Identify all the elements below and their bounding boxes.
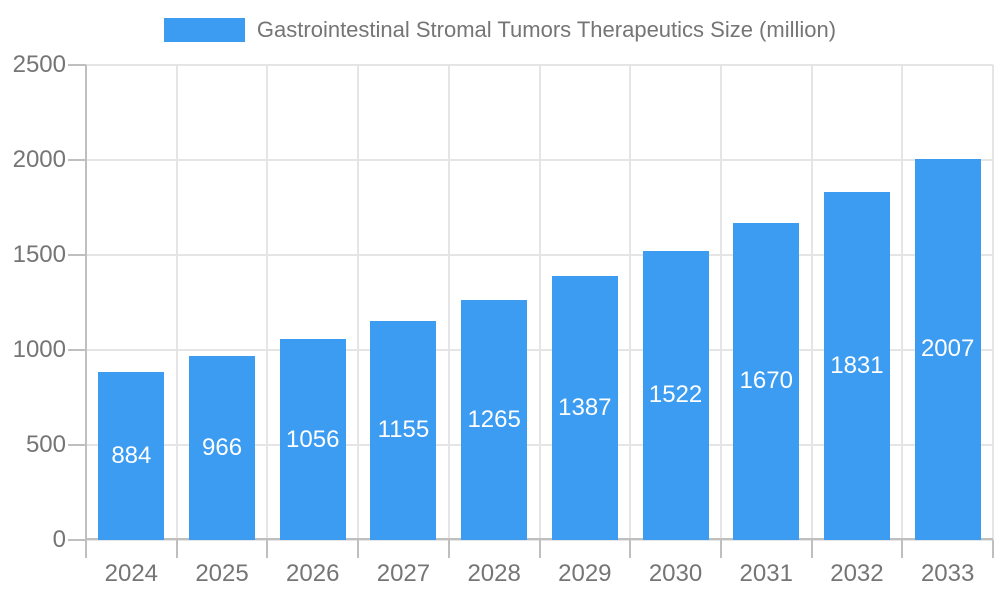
v-gridline [447, 65, 450, 540]
bar-value-label: 1387 [558, 394, 612, 422]
bar-value-label: 884 [111, 442, 152, 469]
x-axis-tick [266, 540, 269, 558]
v-gridline [357, 65, 360, 540]
bar-value-label: 1056 [286, 425, 340, 453]
v-gridline [629, 65, 632, 540]
chart-legend[interactable]: Gastrointestinal Stromal Tumors Therapeu… [0, 16, 1000, 44]
v-gridline [901, 65, 904, 540]
bar-2026[interactable]: 1056 [279, 339, 346, 540]
x-axis-label: 2031 [739, 560, 793, 587]
v-gridline [810, 65, 813, 540]
bar-value-label: 1670 [739, 367, 793, 395]
y-axis-tick [68, 349, 86, 351]
x-axis-tick [175, 540, 178, 558]
v-gridline [266, 65, 269, 540]
bar-2024[interactable]: 884 [98, 372, 165, 540]
x-axis-tick [629, 540, 632, 558]
y-axis-tick [68, 539, 86, 541]
bar-value-label: 966 [202, 434, 243, 462]
x-axis-tick [538, 540, 541, 558]
y-axis-tick [68, 64, 86, 66]
x-axis-tick [719, 540, 722, 558]
v-gridline [992, 65, 994, 540]
bar-2028[interactable]: 1265 [461, 299, 528, 540]
bar-value-label: 1831 [830, 352, 884, 380]
x-axis-tick [810, 540, 813, 558]
bar-value-label: 1265 [467, 405, 521, 433]
x-axis-tick [357, 540, 360, 558]
x-axis-tick [447, 540, 450, 558]
bar-2032[interactable]: 1831 [823, 192, 890, 540]
x-axis-label: 2028 [467, 560, 521, 587]
y-axis-label: 0 [52, 526, 66, 553]
y-axis-label: 1000 [12, 336, 66, 363]
y-axis-tick [68, 159, 86, 161]
y-axis-label: 1500 [12, 241, 66, 268]
x-axis-label: 2029 [558, 560, 612, 587]
bar-2033[interactable]: 2007 [914, 158, 981, 540]
x-axis-label: 2024 [104, 560, 159, 587]
legend-color-swatch [163, 18, 245, 42]
x-axis-label: 2033 [920, 560, 975, 587]
x-axis-line [86, 538, 993, 540]
x-axis-label: 2027 [376, 560, 431, 587]
bar-value-label: 1155 [377, 416, 430, 444]
x-axis-label: 2026 [286, 560, 340, 587]
y-axis-tick [68, 444, 86, 446]
v-gridline [175, 65, 178, 540]
v-gridline [719, 65, 722, 540]
bar-2027[interactable]: 1155 [370, 320, 437, 540]
bar-2031[interactable]: 1670 [733, 222, 800, 540]
x-axis-tick [901, 540, 904, 558]
y-axis-label: 2500 [12, 51, 66, 78]
x-axis-label: 2025 [195, 560, 249, 587]
legend-label: Gastrointestinal Stromal Tumors Therapeu… [256, 17, 837, 42]
bar-value-label: 1522 [648, 381, 703, 409]
x-axis-tick [992, 540, 994, 558]
x-axis-label: 2032 [830, 560, 884, 587]
v-gridline [538, 65, 541, 540]
y-axis-label: 2000 [12, 146, 66, 173]
y-axis-line [85, 65, 87, 558]
x-axis-label: 2030 [648, 560, 703, 587]
bar-2029[interactable]: 1387 [551, 276, 618, 540]
bar-2030[interactable]: 1522 [642, 250, 709, 540]
y-axis-label: 500 [25, 431, 66, 458]
bar-2025[interactable]: 966 [189, 356, 256, 540]
y-axis-tick [68, 254, 86, 256]
bar-value-label: 2007 [920, 335, 975, 363]
